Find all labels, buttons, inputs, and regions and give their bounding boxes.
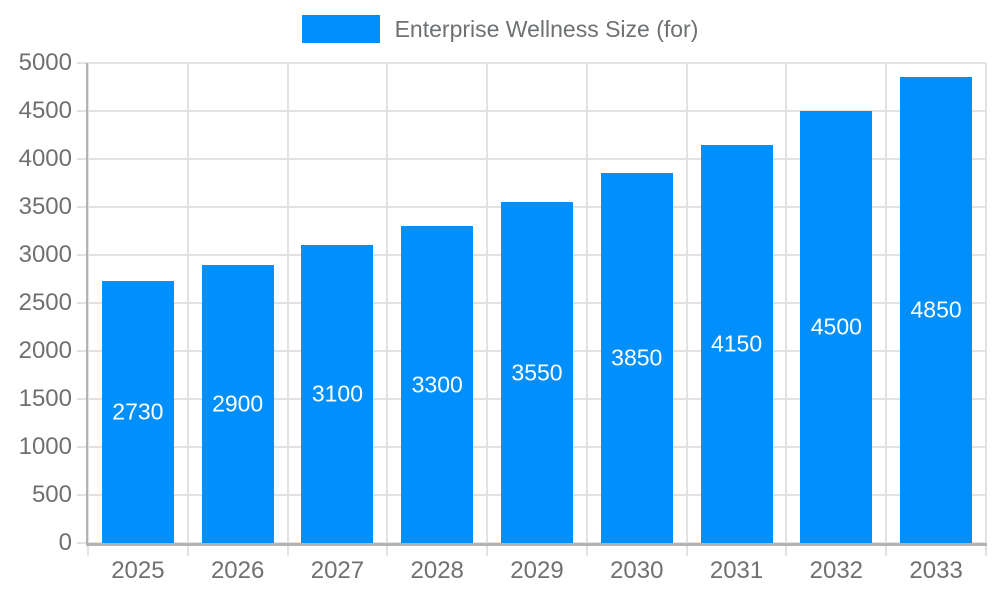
v-gridline xyxy=(486,63,489,543)
bar-value-label: 4150 xyxy=(710,330,763,357)
x-axis-line xyxy=(86,543,987,546)
x-axis-tick xyxy=(87,546,89,556)
bar-value-label: 3100 xyxy=(311,380,364,407)
x-axis-tick-label: 2028 xyxy=(410,557,464,584)
legend-marker xyxy=(301,15,380,43)
y-axis-tick xyxy=(77,446,88,448)
y-axis-tick-label: 500 xyxy=(31,481,72,508)
h-gridline xyxy=(88,62,986,64)
legend-item[interactable]: Enterprise Wellness Size (for) xyxy=(0,15,1000,43)
v-gridline xyxy=(985,63,987,543)
y-axis-tick-label: 0 xyxy=(58,529,72,556)
x-axis-tick-label: 2026 xyxy=(210,557,265,584)
plot-area: 0 500 1000 1500 2000 2500 3000 3500 4000 4500 5000… xyxy=(19,49,987,584)
bar: 4150 xyxy=(700,144,773,543)
x-axis-tick xyxy=(685,546,688,556)
x-axis-tick xyxy=(486,546,489,556)
bar-value-label: 3300 xyxy=(411,371,463,398)
bar-value-label: 4850 xyxy=(910,296,962,323)
x-axis-tick-label: 2033 xyxy=(909,557,963,584)
y-axis-tick xyxy=(77,542,88,544)
y-axis-tick xyxy=(77,494,88,496)
v-gridline xyxy=(386,63,389,543)
bar: 3550 xyxy=(501,202,573,543)
y-axis-tick-label: 3500 xyxy=(18,193,72,220)
bar: 2900 xyxy=(201,264,274,543)
y-axis-tick-label: 3000 xyxy=(18,241,72,268)
x-axis-tick xyxy=(985,546,987,556)
y-axis-tick xyxy=(77,254,88,256)
x-axis-tick xyxy=(885,546,888,556)
y-axis-tick xyxy=(77,158,88,160)
x-axis-tick-label: 2030 xyxy=(610,557,664,584)
v-gridline xyxy=(785,63,788,543)
v-gridline xyxy=(585,63,588,543)
legend-label: Enterprise Wellness Size (for) xyxy=(394,16,699,42)
y-axis-tick-label: 1500 xyxy=(18,385,72,412)
y-axis-tick xyxy=(77,302,88,304)
y-axis-tick xyxy=(77,398,88,400)
x-axis-tick xyxy=(585,546,588,556)
bar: 3300 xyxy=(401,226,474,543)
bar-value-label: 2900 xyxy=(212,390,264,417)
y-axis-tick-label: 2500 xyxy=(18,289,72,316)
bar-value-label: 4500 xyxy=(810,313,862,340)
y-axis-tick xyxy=(77,62,88,64)
v-gridline xyxy=(87,63,89,543)
bar: 3850 xyxy=(600,173,673,543)
x-axis-tick xyxy=(785,546,788,556)
y-axis-tick-label: 5000 xyxy=(18,49,72,76)
bar-value-label: 3550 xyxy=(511,359,563,386)
v-gridline xyxy=(286,63,289,543)
x-axis-tick-label: 2032 xyxy=(809,557,864,584)
y-axis-tick-label: 1000 xyxy=(18,433,72,460)
x-axis-tick-label: 2029 xyxy=(510,557,564,584)
y-axis-line xyxy=(86,63,88,546)
bar: 2730 xyxy=(101,280,174,543)
y-axis-tick xyxy=(77,110,88,112)
bar: 4500 xyxy=(800,111,873,543)
v-gridline xyxy=(885,63,888,543)
y-axis-tick-label: 2000 xyxy=(18,337,72,364)
bar-value-label: 3850 xyxy=(611,344,663,371)
x-axis-tick-label: 2027 xyxy=(310,557,365,584)
bar: 3100 xyxy=(301,245,374,543)
y-axis-tick-label: 4500 xyxy=(18,97,72,124)
x-axis-tick xyxy=(286,546,289,556)
h-gridline xyxy=(88,158,986,160)
bar-value-label: 2730 xyxy=(112,398,164,425)
h-gridline xyxy=(88,110,986,112)
x-axis-tick xyxy=(386,546,389,556)
y-axis-tick-label: 4000 xyxy=(18,145,72,172)
x-axis-tick-label: 2025 xyxy=(111,557,165,584)
x-axis-tick xyxy=(186,546,189,556)
x-axis-tick-label: 2031 xyxy=(709,557,764,584)
bar: 4850 xyxy=(900,77,973,543)
y-axis-tick xyxy=(77,350,88,352)
v-gridline xyxy=(685,63,688,543)
v-gridline xyxy=(186,63,189,543)
y-axis-tick xyxy=(77,206,88,208)
